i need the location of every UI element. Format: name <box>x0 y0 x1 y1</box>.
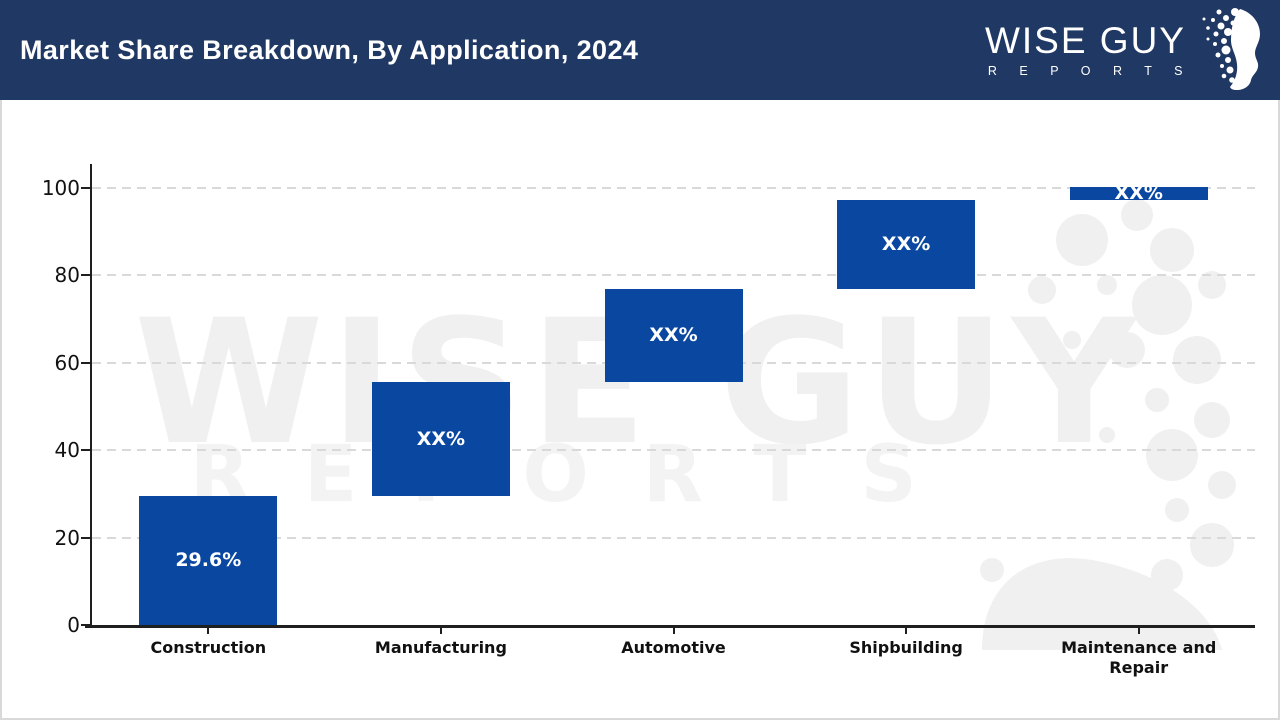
bar-shipbuilding: XX% <box>837 200 976 289</box>
y-tick-label: 100 <box>41 175 80 200</box>
bar-construction: 29.6% <box>139 495 278 625</box>
x-tick-label: Maintenance and Repair <box>1061 638 1217 677</box>
watermark-sub-text: REPORTS <box>190 430 971 520</box>
wise-guy-reports-logo: WISE GUY R E P O R T S <box>985 6 1262 94</box>
y-tick-label: 80 <box>54 263 80 287</box>
bar-value-label: XX% <box>881 233 931 256</box>
x-tick-mark <box>1137 628 1140 634</box>
y-tick-label: 60 <box>54 350 80 375</box>
gridline-100 <box>92 186 1255 189</box>
x-tick-mark <box>439 628 442 634</box>
gridline-80 <box>92 274 1255 276</box>
logo-sub-text: R E P O R T S <box>987 64 1192 79</box>
x-axis-spine <box>85 625 1255 628</box>
y-tick-mark <box>81 449 90 451</box>
y-axis-spine <box>90 164 92 627</box>
bar-value-label: 29.6% <box>175 549 242 572</box>
gridline-20 <box>92 536 1255 539</box>
y-tick-label: 0 <box>67 613 80 637</box>
x-tick-label: Manufacturing <box>374 638 507 657</box>
y-tick-mark <box>81 186 90 189</box>
x-tick-mark <box>672 628 675 634</box>
bar-manufacturing: XX% <box>371 382 510 496</box>
bar-value-label: XX% <box>649 324 698 347</box>
y-tick-mark <box>81 624 90 626</box>
x-tick-label: Construction <box>150 638 267 657</box>
y-tick-label: 40 <box>54 438 80 462</box>
chart-title: Market Share Breakdown, By Application, … <box>20 34 639 65</box>
x-tick-label: Automotive <box>621 638 726 657</box>
y-tick-mark <box>81 536 90 539</box>
bar-maintenance-and-repair: XX% <box>1069 182 1208 204</box>
header-band: Market Share Breakdown, By Application, … <box>0 0 1280 100</box>
bar-value-label: XX% <box>1114 182 1163 205</box>
y-tick-label: 20 <box>54 525 80 550</box>
x-tick-mark <box>905 628 908 634</box>
watermark-dotted-head <box>922 180 1252 654</box>
logo-brand-text: WISE GUY <box>984 20 1186 62</box>
x-tick-mark <box>207 628 210 634</box>
y-tick-mark <box>81 361 90 364</box>
bar-automotive: XX% <box>604 288 743 383</box>
dotted-head-logo-icon <box>1188 6 1262 94</box>
logo-text: WISE GUY R E P O R T S <box>985 22 1186 78</box>
y-tick-mark <box>81 274 90 276</box>
gridline-40 <box>92 449 1255 451</box>
bar-value-label: XX% <box>416 427 466 450</box>
x-tick-label: Shipbuilding <box>849 638 963 657</box>
